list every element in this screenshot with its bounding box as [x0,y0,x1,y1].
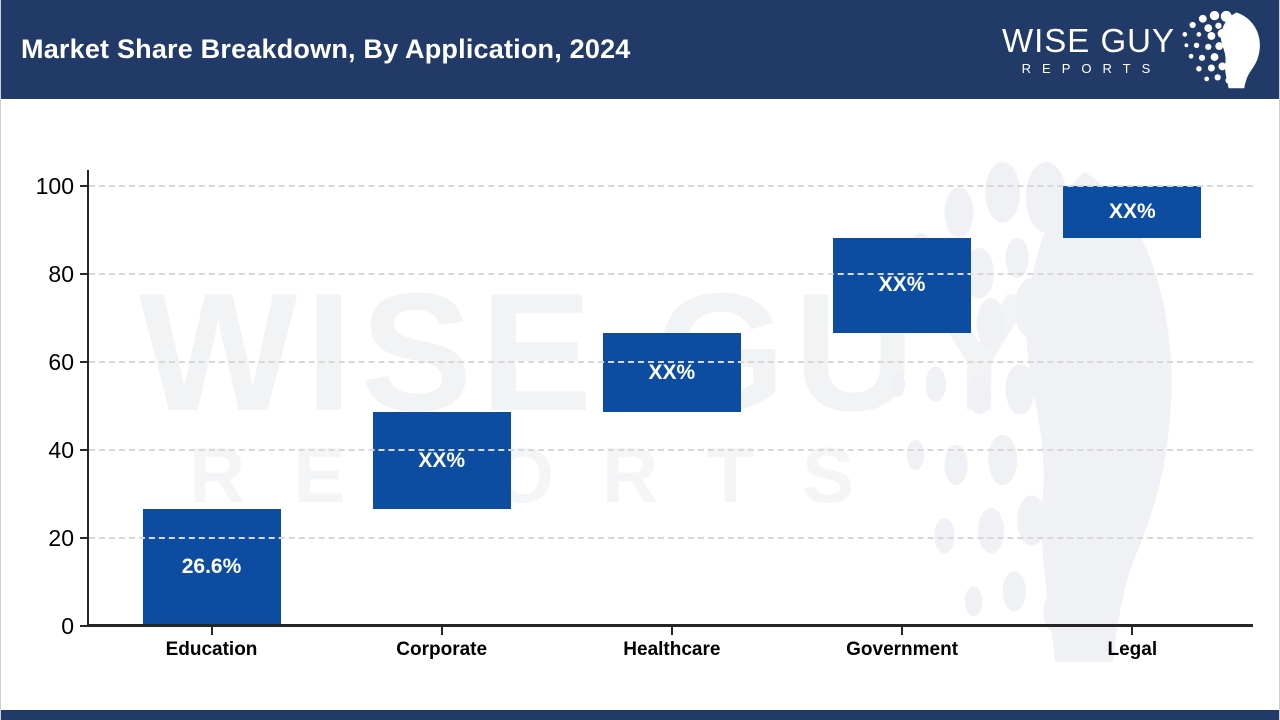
gridline-80 [89,273,1253,275]
y-tickmark-0 [80,625,87,627]
wise-guy-logo: WISE GUY REPORTS [1002,8,1263,92]
y-tick-label-80: 80 [48,261,74,287]
y-tick-label-40: 40 [48,437,74,463]
y-tickmark-60 [80,361,87,363]
y-tickmark-40 [80,449,87,451]
watermark-face-icon [883,162,1172,662]
y-tick-label-100: 100 [35,173,74,199]
y-axis [87,170,89,627]
y-tick-label-0: 0 [61,613,74,639]
bar-value-label: XX% [878,273,926,297]
x-category-label-corporate: Corporate [396,639,488,660]
y-tick-label-60: 60 [48,349,74,375]
bar-legal: XX% [1063,186,1202,238]
bar-value-label: XX% [418,448,466,472]
y-tickmark-80 [80,273,87,275]
x-tickmark-corporate [440,627,443,635]
y-tick-label-20: 20 [48,525,74,551]
gridline-100 [89,185,1253,187]
logo-face-icon [1182,10,1260,88]
gridline-20 [89,537,1253,539]
bar-education: 26.6% [142,508,281,626]
x-category-label-healthcare: Healthcare [623,639,721,660]
y-tickmark-20 [80,537,87,539]
page-title: Market Share Breakdown, By Application, … [21,34,631,64]
watermark-tagline: REPORTS [189,431,903,519]
x-tickmark-legal [1131,627,1134,635]
bar-value-label: XX% [648,360,696,384]
x-tickmark-healthcare [670,627,673,635]
x-tickmark-education [210,627,213,635]
bar-government: XX% [833,237,972,333]
gridline-60 [89,361,1253,363]
bar-healthcare: XX% [602,332,741,413]
gridline-40 [89,449,1253,451]
x-category-label-education: Education [165,639,258,660]
x-tickmark-government [901,627,904,635]
logo-wordmark: WISE GUY REPORTS [1002,24,1175,76]
y-tickmark-100 [80,185,87,187]
bar-value-label: 26.6% [181,555,242,579]
logo-name: WISE GUY [1001,21,1175,59]
footer-bar [1,710,1279,720]
header: Market Share Breakdown, By Application, … [1,0,1279,99]
logo-tagline: REPORTS [1021,60,1162,76]
bar-value-label: XX% [1108,199,1156,223]
x-category-label-legal: Legal [1107,639,1158,660]
bar-corporate: XX% [372,412,511,509]
x-axis [87,624,1253,627]
x-category-label-government: Government [846,639,959,660]
